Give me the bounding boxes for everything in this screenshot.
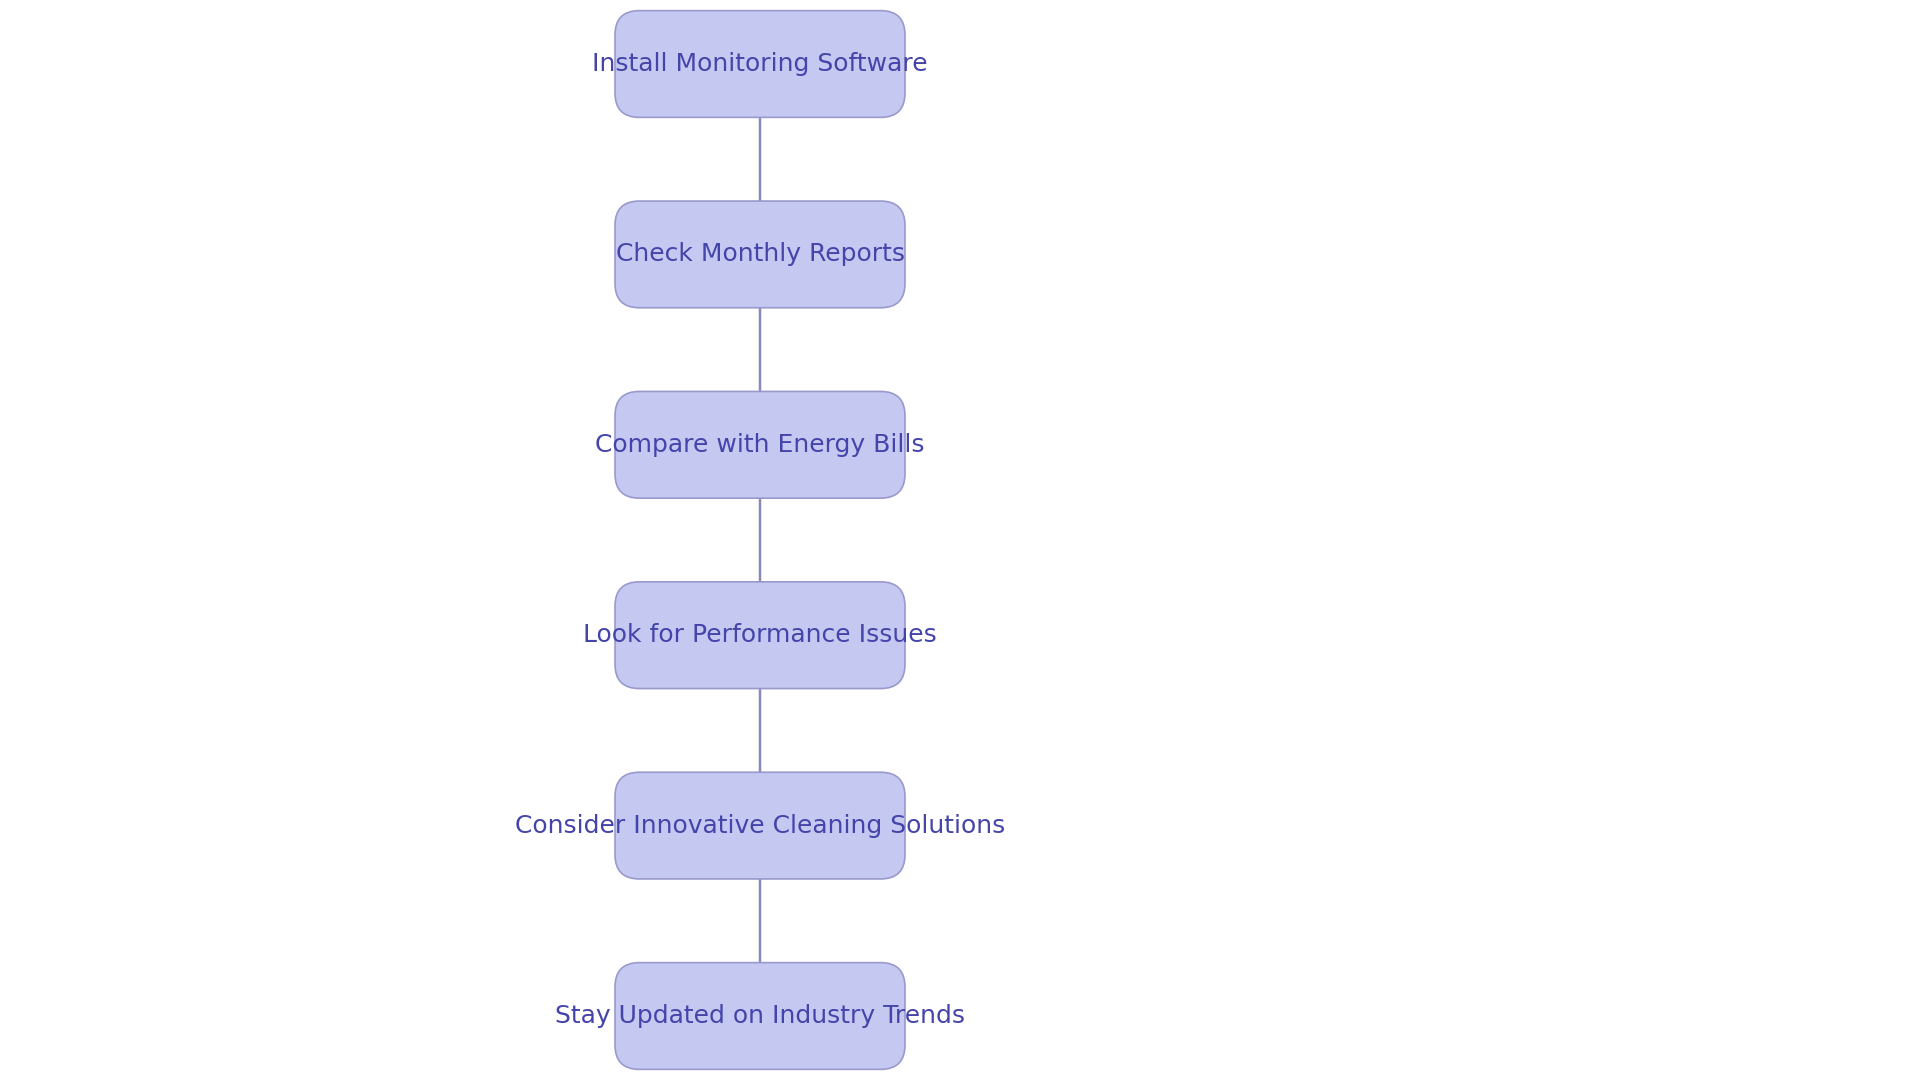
- FancyBboxPatch shape: [614, 963, 904, 1069]
- Text: Look for Performance Issues: Look for Performance Issues: [584, 623, 937, 648]
- FancyBboxPatch shape: [614, 772, 904, 879]
- Text: Stay Updated on Industry Trends: Stay Updated on Industry Trends: [555, 1004, 966, 1028]
- FancyBboxPatch shape: [614, 201, 904, 308]
- FancyBboxPatch shape: [614, 391, 904, 498]
- Text: Consider Innovative Cleaning Solutions: Consider Innovative Cleaning Solutions: [515, 813, 1006, 837]
- FancyBboxPatch shape: [614, 582, 904, 689]
- Text: Install Monitoring Software: Install Monitoring Software: [591, 52, 927, 76]
- FancyBboxPatch shape: [614, 11, 904, 117]
- Text: Compare with Energy Bills: Compare with Energy Bills: [595, 433, 925, 457]
- Text: Check Monthly Reports: Check Monthly Reports: [616, 243, 904, 266]
